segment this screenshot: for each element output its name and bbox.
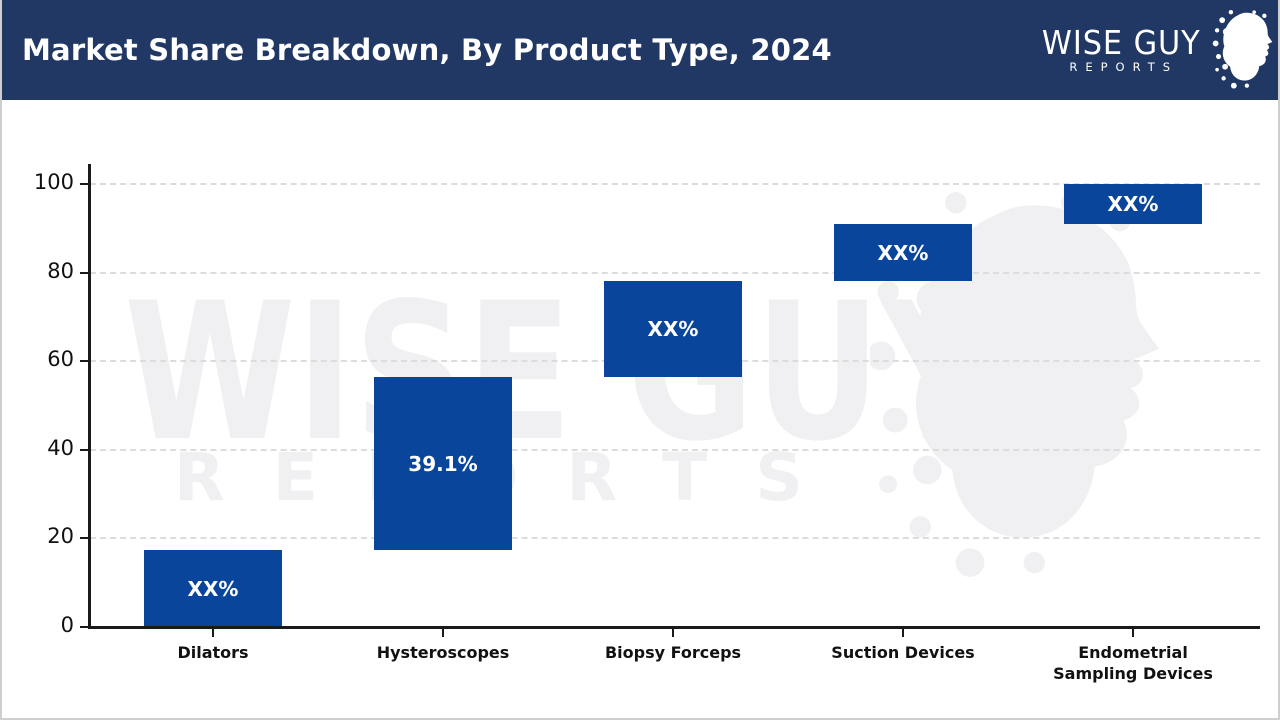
y-tick-mark	[80, 360, 88, 363]
y-tick-label: 80	[47, 258, 74, 283]
bar-value-label: XX%	[187, 576, 239, 601]
y-tick-mark	[80, 183, 88, 185]
gridline	[90, 537, 1260, 540]
bar-segment-hysteroscopes: 39.1%	[374, 377, 512, 551]
header-bar: Market Share Breakdown, By Product Type,…	[2, 0, 1278, 100]
y-tick-label: 0	[60, 613, 74, 637]
bar-value-label: XX%	[647, 317, 699, 342]
bar-segment-biopsy-forceps: XX%	[604, 281, 742, 378]
x-tick-mark	[672, 629, 674, 637]
logo-brand-subtitle: REPORTS	[1069, 60, 1179, 75]
logo-brand-name: WISE GUY	[1042, 23, 1202, 63]
x-tick-label: Biopsy Forceps	[604, 643, 742, 662]
waterfall-chart: WISE GUY REPORTS 0 20 40 60 80 100 XX% 39.1% XX…	[2, 100, 1278, 718]
y-tick-mark	[80, 271, 88, 274]
gridline	[90, 183, 1260, 185]
y-tick-label: 100	[33, 170, 74, 194]
bar-segment-dilators: XX%	[144, 550, 282, 627]
x-tick-label: Dilators	[177, 643, 249, 662]
bar-segment-suction-devices: XX%	[834, 224, 972, 282]
bar-value-label: 39.1%	[408, 451, 478, 476]
bar-value-label: XX%	[877, 240, 929, 265]
x-tick-label: Hysteroscopes	[376, 643, 510, 662]
page-title: Market Share Breakdown, By Product Type,…	[22, 33, 832, 67]
x-tick-mark	[442, 629, 444, 637]
y-tick-mark	[80, 537, 88, 540]
x-tick-label: Endometrial Sampling Devices	[1053, 643, 1213, 683]
gridline	[90, 448, 1260, 451]
y-axis-line	[88, 164, 91, 629]
y-tick-mark	[80, 448, 88, 451]
wiseguy-logo-text: WISE GUY REPORTS	[1035, 26, 1208, 74]
watermark-brand-subtext: REPORTS	[174, 439, 851, 516]
wiseguy-logo: WISE GUY REPORTS	[1035, 10, 1276, 90]
x-tick-label: Suction Devices	[831, 643, 975, 662]
wiseguy-face-icon	[1212, 10, 1273, 89]
x-tick-mark	[902, 629, 904, 637]
bar-value-label: XX%	[1107, 192, 1159, 217]
x-axis-line	[88, 626, 1260, 629]
x-tick-mark	[1132, 629, 1134, 637]
y-tick-label: 60	[47, 347, 74, 372]
y-tick-mark	[80, 626, 88, 628]
watermark-brand-text: WISE GUY	[124, 262, 994, 483]
x-tick-mark	[212, 629, 214, 637]
gridline	[90, 271, 1260, 274]
bar-segment-endometrial-sampling-devices: XX%	[1064, 184, 1202, 225]
y-tick-label: 40	[47, 435, 74, 460]
y-tick-label: 20	[47, 524, 74, 549]
